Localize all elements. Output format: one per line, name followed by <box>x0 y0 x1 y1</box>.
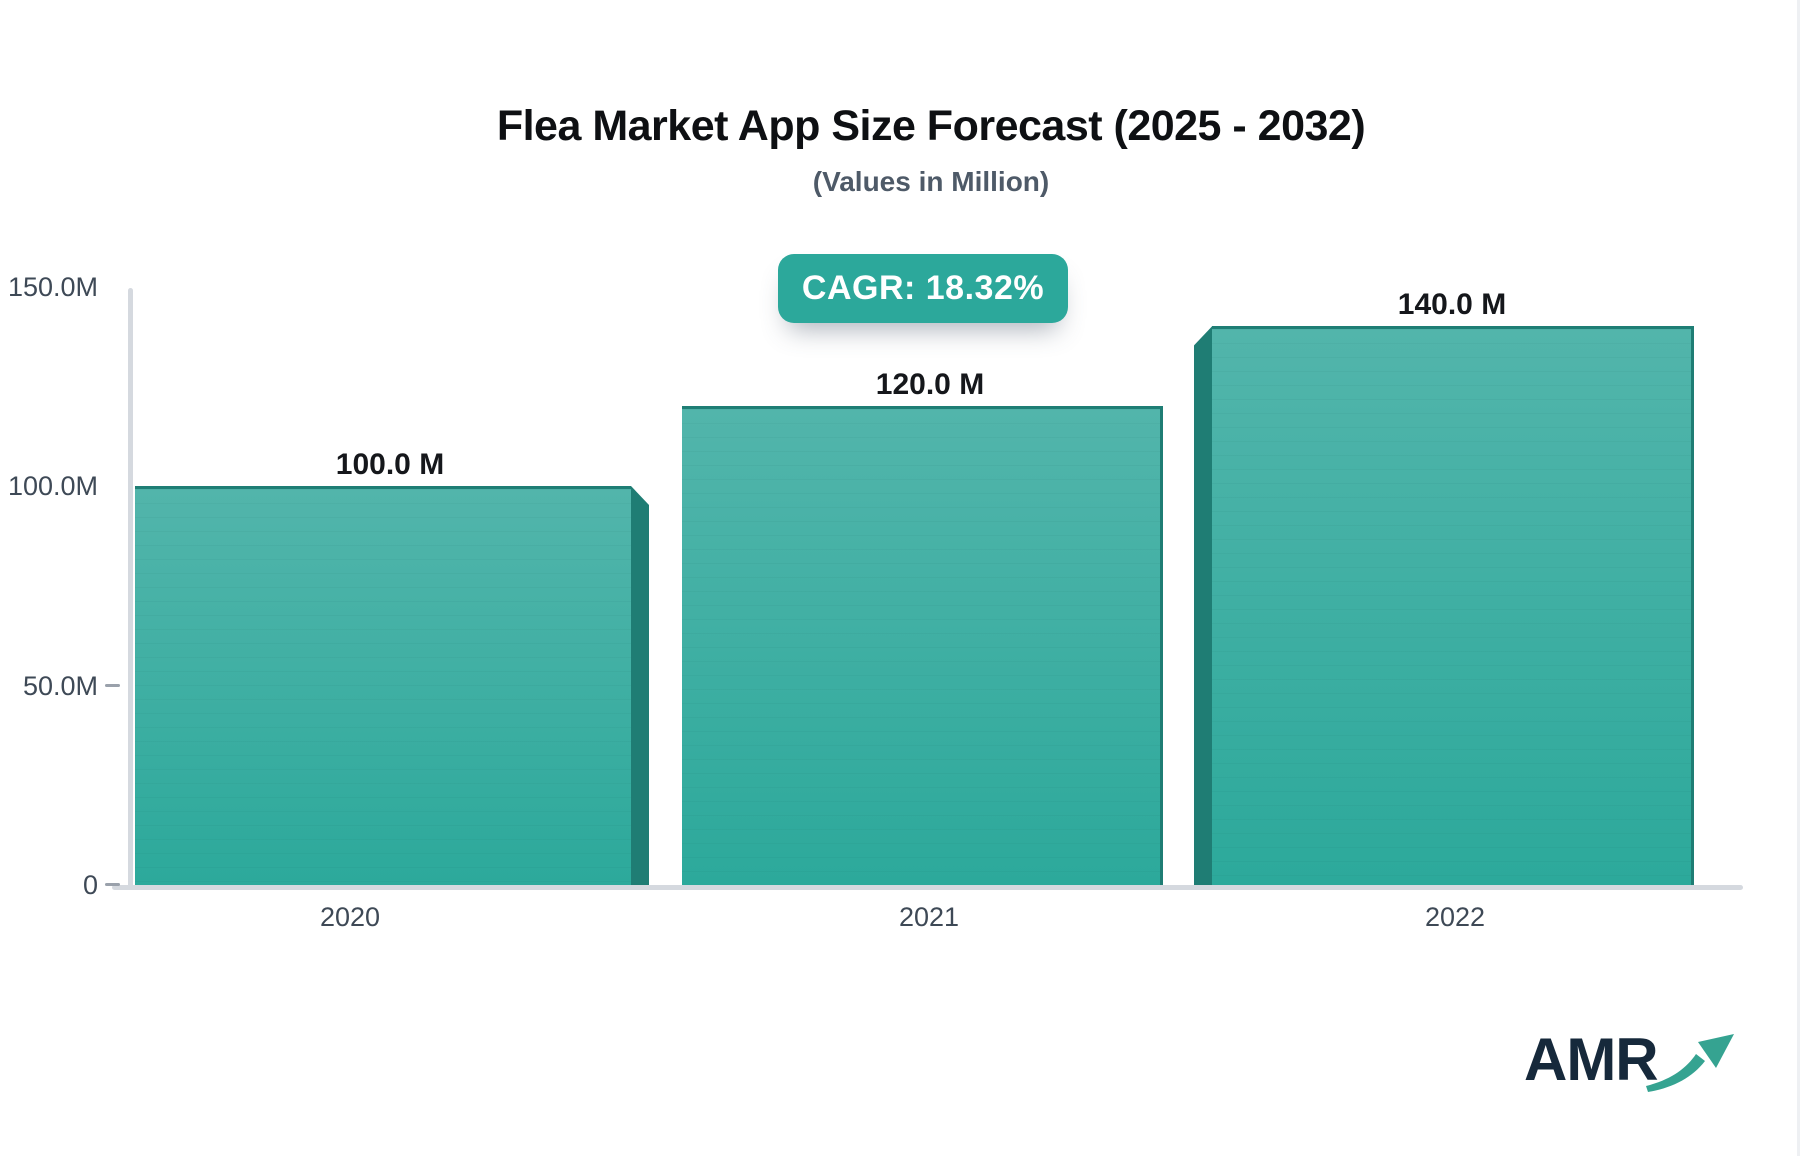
bar-2020-side-face <box>631 486 649 885</box>
x-axis-line <box>112 885 1743 890</box>
x-tick-label-2020: 2020 <box>319 902 381 932</box>
cagr-badge: CAGR: 18.32% <box>778 254 1068 323</box>
y-axis-tick-50m <box>105 683 120 687</box>
y-tick-label-0: 0 <box>82 870 98 900</box>
brand-logo-text: AMR <box>1524 1026 1659 1093</box>
bar-2022-side-face <box>1194 326 1212 885</box>
bar-value-label-2020: 100.0 M <box>335 448 445 481</box>
growth-arrow-icon <box>1645 1034 1734 1092</box>
chart-title: Flea Market App Size Forecast (2025 - 20… <box>496 102 1366 150</box>
bar-value-label-2021: 120.0 M <box>875 368 985 402</box>
chart-subtitle: (Values in Million) <box>812 166 1050 197</box>
y-tick-label-50m: 50.0M <box>22 670 98 701</box>
y-axis-tick-0 <box>105 883 120 886</box>
bar-value-label-2022: 140.0 M <box>1397 288 1507 322</box>
bar-2021 <box>682 406 1163 885</box>
x-tick-label-2021: 2021 <box>898 902 960 932</box>
bar-2022 <box>1212 326 1694 885</box>
y-tick-label-150m: 150.0M <box>7 271 98 302</box>
y-axis-line <box>128 288 133 888</box>
x-tick-label-2022: 2022 <box>1424 902 1486 932</box>
y-tick-label-100m: 100.0M <box>7 471 98 501</box>
brand-logo: AMR <box>1524 1030 1738 1096</box>
bar-2020 <box>135 486 631 885</box>
cagr-badge-label: CAGR: 18.32% <box>801 269 1045 307</box>
